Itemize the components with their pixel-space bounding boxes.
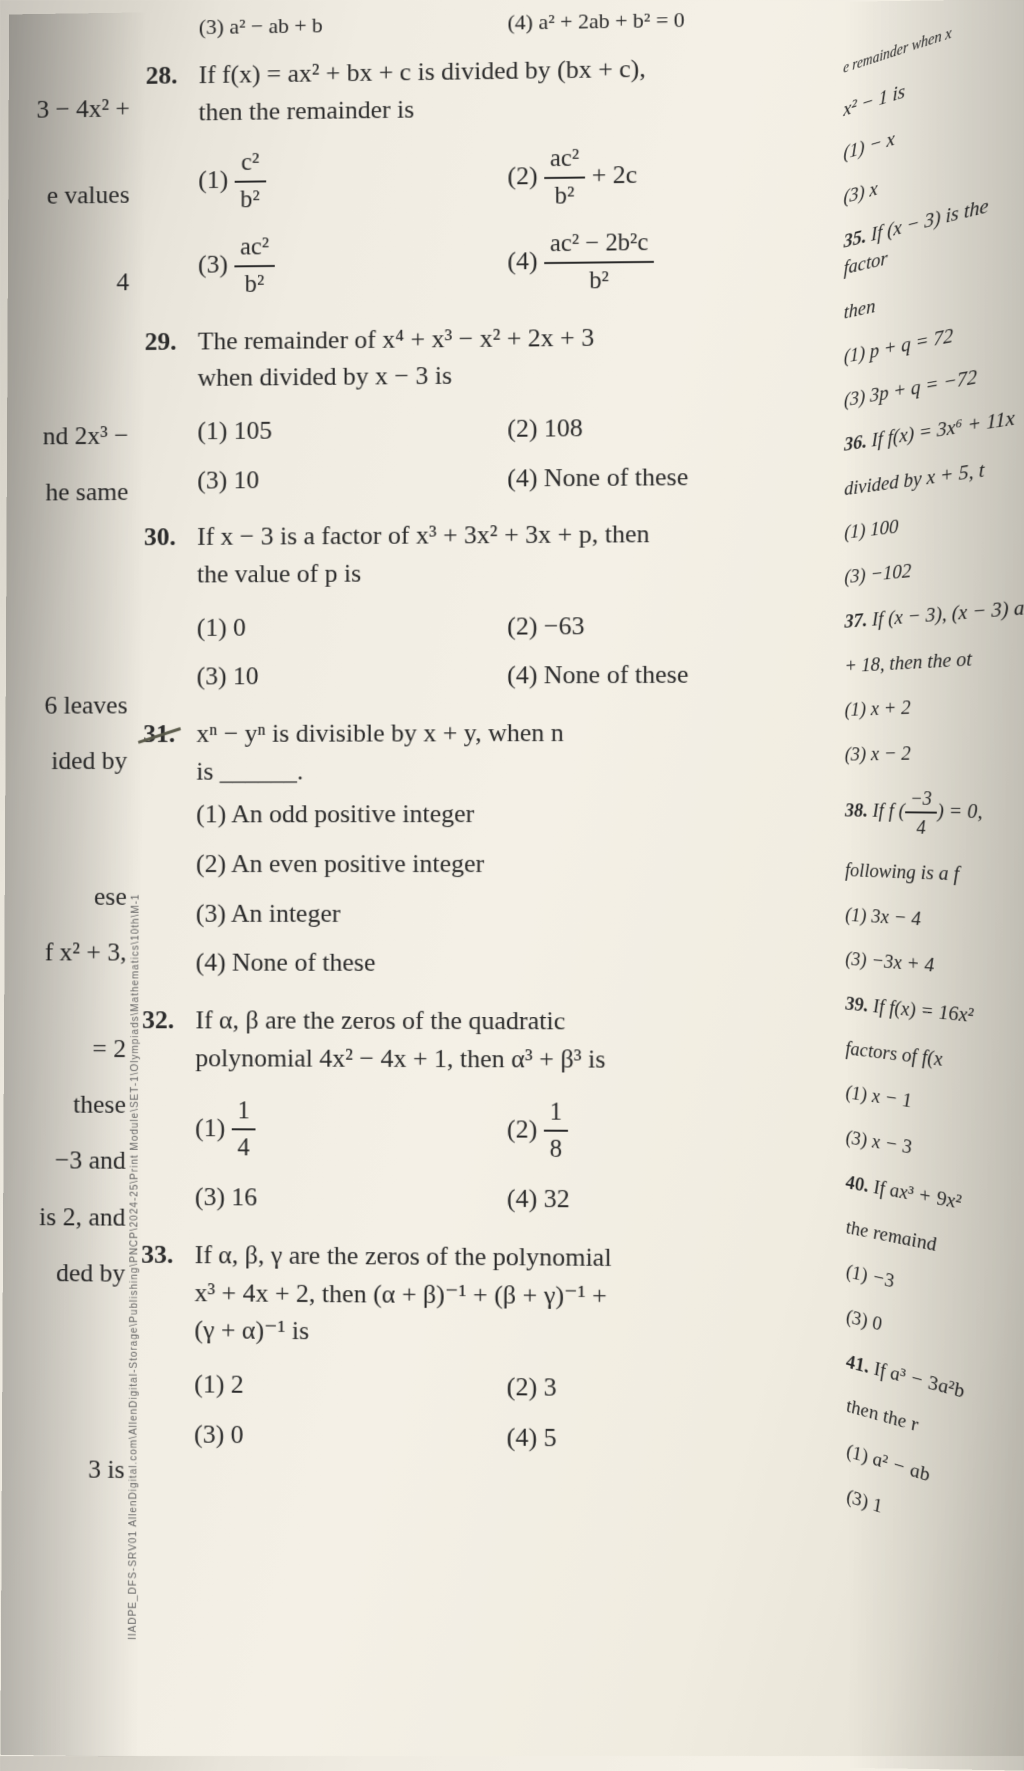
r13: (1) x + 2 (845, 688, 1024, 723)
q30-text2: the value of p is (197, 552, 821, 593)
question-31: 31. xⁿ − yⁿ is divisible by x + y, when … (142, 713, 822, 988)
q30-opt3: (3) 10 (197, 651, 508, 701)
q33-opt4: (4) 5 (507, 1412, 823, 1465)
frag: is 2, and (3, 1199, 131, 1236)
q31-opt2: (2) An even positive integer (196, 839, 822, 889)
q31-opt3: (3) An integer (196, 889, 822, 939)
frag: 3 − 4x² + (9, 91, 136, 128)
frag: f x² + 3, (4, 935, 132, 971)
frag: ided by (5, 743, 133, 779)
q30-opt2: (2) −63 (507, 600, 821, 651)
q31-opt4: (4) None of these (196, 938, 822, 989)
q33-text3: (γ + α)⁻¹ is (194, 1311, 822, 1354)
q28-opt3: (3) ac²b² (198, 221, 508, 309)
q33-opt1: (1) 2 (194, 1359, 507, 1412)
q29-num: 29. (144, 322, 198, 505)
q32-opt3: (3) 16 (195, 1172, 507, 1224)
question-30: 30. If x − 3 is a factor of x³ + 3x² + 3… (143, 515, 821, 702)
question-33: 33. If α, β, γ are the zeros of the poly… (140, 1236, 822, 1466)
q28-opt4: (4) ac² − 2b²cb² (507, 217, 820, 305)
q31-text1: xⁿ − yⁿ is divisible by x + y, when n (196, 713, 821, 752)
main-questions: (3) a² − ab + b (4) a² + 2ab + b² = 0 28… (140, 2, 822, 1465)
r15: 38. If f (−34) = 0, (845, 784, 1024, 843)
q33-text1: If α, β, γ are the zeros of the polynomi… (195, 1236, 823, 1278)
frag: nd 2x³ − (7, 418, 135, 455)
q28-opt1: (1) c²b² (198, 136, 507, 224)
gutter-filepath: IIADPE_DFS-SRV01 AllenDigital.com\AllenD… (128, 543, 154, 1640)
question-29: 29. The remainder of x⁴ + x³ − x² + 2x +… (144, 316, 821, 505)
frag: 4 (8, 264, 135, 301)
frag: −3 and (3, 1143, 131, 1180)
frag: ded by (3, 1255, 132, 1292)
r18: (3) −3x + 4 (845, 944, 1024, 987)
frag: = 2 (4, 1030, 132, 1067)
r12: + 18, then the ot (845, 640, 1024, 679)
q31-text2: is ______. (196, 751, 821, 790)
r21: (1) x − 1 (846, 1078, 1024, 1132)
q32-opt2: (2) 18 (507, 1088, 822, 1176)
r10: (3) −102 (844, 544, 1024, 590)
r16: following is a f (845, 856, 1024, 891)
q32-opt4: (4) 32 (507, 1174, 822, 1226)
q29-opt4: (4) None of these (507, 451, 820, 503)
frag: ese (5, 879, 133, 915)
q32-text1: If α, β are the zeros of the quadratic (195, 1002, 821, 1041)
q32-text2: polynomial 4x² − 4x + 1, then α³ + β³ is (195, 1039, 822, 1079)
frag: he same (7, 474, 135, 511)
q30-opt1: (1) 0 (197, 601, 507, 652)
q28-text2: then the remainder is (198, 85, 819, 131)
q29-text1: The remainder of x⁴ + x³ − x² + 2x + 3 (198, 316, 821, 359)
top-frag-a: (3) a² − ab + b (199, 7, 508, 43)
q29-opt1: (1) 105 (197, 404, 507, 456)
q33-text2: x³ + 4x + 2, then (α + β)⁻¹ + (β + γ)⁻¹ … (194, 1274, 822, 1317)
q29-opt3: (3) 10 (197, 453, 507, 504)
left-page-fragments: 3 − 4x² + e values 4 nd 2x³ − he same 6 … (2, 91, 136, 1541)
q32-opt1: (1) 14 (195, 1087, 507, 1174)
r9: (1) 100 (844, 496, 1024, 546)
q30-text1: If x − 3 is a factor of x³ + 3x² + 3x + … (197, 515, 821, 556)
q33-opt3: (3) 0 (194, 1409, 507, 1462)
frag: these (4, 1086, 132, 1123)
q28-opt2: (2) ac²b² + 2c (507, 132, 820, 221)
r8: divided by x + 5, t (844, 449, 1024, 503)
q30-opt4: (4) None of these (507, 650, 821, 701)
top-frag-b: (4) a² + 2ab + b² = 0 (508, 4, 685, 38)
r17: (1) 3x − 4 (845, 900, 1024, 939)
q31-opt1: (1) An odd positive integer (196, 789, 821, 839)
frag: e values (8, 178, 135, 215)
q29-text2: when divided by x − 3 is (198, 354, 821, 397)
q33-opt2: (2) 3 (507, 1362, 823, 1415)
frag: 3 is (2, 1451, 131, 1489)
r14: (3) x − 2 (845, 736, 1024, 768)
right-page-fragments: e remainder when x x² − 1 is (1) − x (3)… (843, 0, 1024, 1587)
question-28: 28. If f(x) = ax² + bx + c is divided by… (145, 48, 820, 310)
r20: factors of f(x (845, 1034, 1024, 1084)
q28-num: 28. (145, 57, 199, 310)
frag: 6 leaves (6, 688, 134, 724)
q29-opt2: (2) 108 (507, 401, 820, 453)
question-32: 32. If α, β are the zeros of the quadrat… (141, 1001, 822, 1225)
